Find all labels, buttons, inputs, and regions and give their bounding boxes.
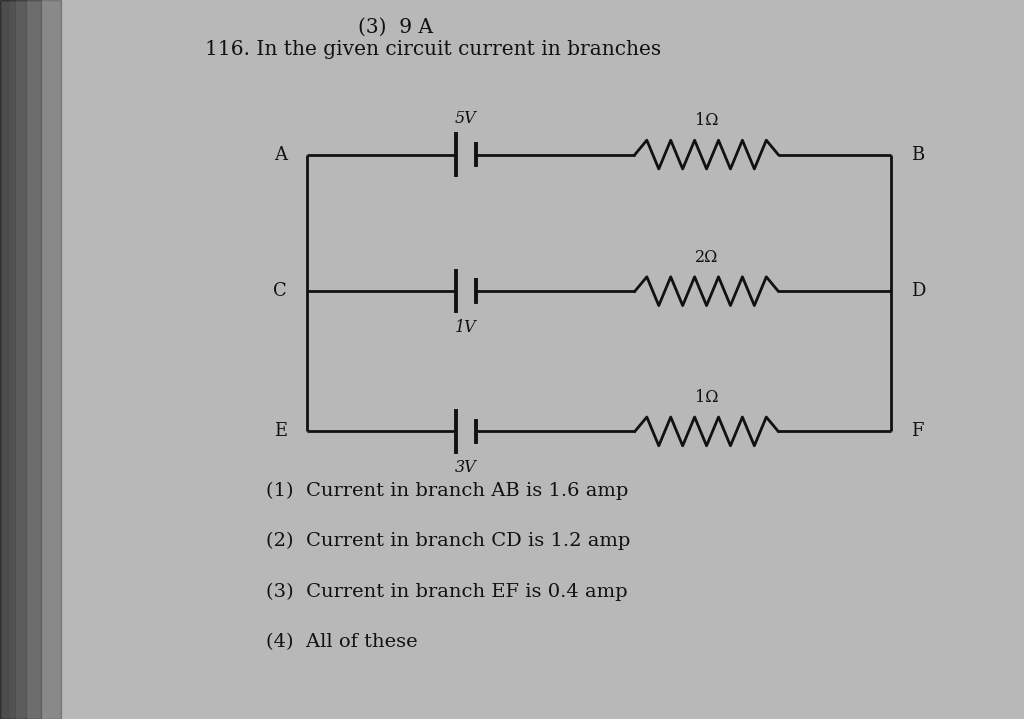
Text: 1Ω: 1Ω bbox=[695, 112, 718, 129]
Text: F: F bbox=[911, 422, 924, 441]
Text: C: C bbox=[273, 282, 287, 301]
Bar bbox=[0, 0, 41, 719]
Text: 1V: 1V bbox=[455, 319, 477, 336]
Text: 116. In the given circuit current in branches: 116. In the given circuit current in bra… bbox=[205, 40, 660, 58]
Text: 1Ω: 1Ω bbox=[695, 389, 718, 406]
Bar bbox=[0, 0, 8, 719]
Text: (1)  Current in branch AB is 1.6 amp: (1) Current in branch AB is 1.6 amp bbox=[266, 482, 629, 500]
Bar bbox=[0, 0, 61, 719]
Text: 2Ω: 2Ω bbox=[695, 249, 718, 266]
Text: A: A bbox=[273, 145, 287, 164]
Text: (3)  Current in branch EF is 0.4 amp: (3) Current in branch EF is 0.4 amp bbox=[266, 582, 628, 600]
Text: D: D bbox=[911, 282, 926, 301]
Text: E: E bbox=[273, 422, 287, 441]
Text: 5V: 5V bbox=[455, 110, 477, 127]
Bar bbox=[0, 0, 26, 719]
Bar bbox=[0, 0, 15, 719]
Text: (4)  All of these: (4) All of these bbox=[266, 633, 418, 651]
Text: B: B bbox=[911, 145, 925, 164]
Text: 3V: 3V bbox=[455, 459, 477, 476]
Text: (2)  Current in branch CD is 1.2 amp: (2) Current in branch CD is 1.2 amp bbox=[266, 532, 631, 550]
Text: (3)  9 A: (3) 9 A bbox=[358, 18, 433, 37]
